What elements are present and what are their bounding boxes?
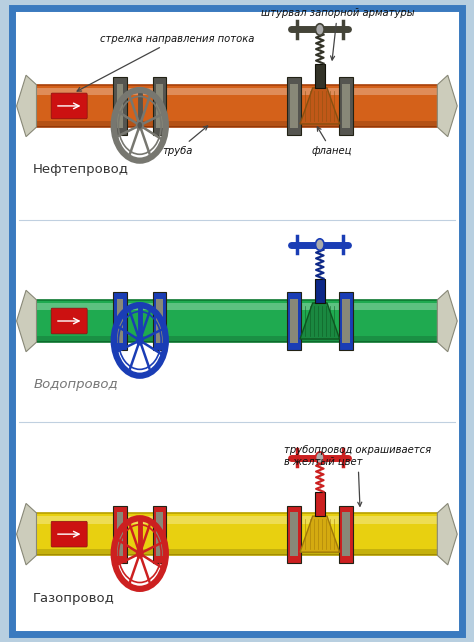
Bar [26,88,448,96]
Circle shape [316,239,324,250]
Bar [153,505,166,563]
Bar [117,512,123,557]
Bar [113,505,127,563]
Bar [26,549,448,555]
Polygon shape [300,303,340,339]
Bar [153,292,166,350]
Bar [26,300,448,342]
Polygon shape [438,75,457,137]
Bar [287,505,301,563]
Bar [26,85,448,127]
Bar [26,121,448,127]
Bar [156,299,163,343]
Text: труба: труба [163,126,208,156]
Text: штурвал запорной арматуры: штурвал запорной арматуры [261,8,414,60]
Bar [287,292,301,350]
Bar [26,336,448,342]
Bar [26,516,448,524]
Bar [117,299,123,343]
Text: стрелка направления потока: стрелка направления потока [77,33,254,91]
Polygon shape [17,503,36,565]
Text: фланец: фланец [311,127,352,156]
Bar [339,77,353,135]
Circle shape [137,550,143,558]
FancyBboxPatch shape [12,8,462,634]
Bar [117,83,123,128]
Text: Водопровод: Водопровод [33,379,118,392]
Bar [290,299,298,343]
Bar [113,77,127,135]
Polygon shape [438,503,457,565]
Bar [290,512,298,557]
Bar [339,292,353,350]
Polygon shape [17,75,36,137]
Text: трубопровод окрашивается
в желтый цвет: трубопровод окрашивается в желтый цвет [284,445,431,507]
FancyBboxPatch shape [51,93,87,119]
Bar [342,512,350,557]
Polygon shape [438,290,457,352]
Circle shape [137,336,143,345]
Bar [26,303,448,311]
Bar [315,492,325,516]
Polygon shape [300,516,340,552]
Bar [153,77,166,135]
Bar [342,299,350,343]
Bar [113,292,127,350]
Polygon shape [17,290,36,352]
Circle shape [316,452,324,464]
Bar [315,64,325,88]
Bar [26,513,448,555]
Circle shape [316,24,324,35]
Bar [342,83,350,128]
FancyBboxPatch shape [51,521,87,547]
Bar [287,77,301,135]
Polygon shape [300,88,340,124]
Bar [290,83,298,128]
Bar [156,83,163,128]
Text: Нефтепровод: Нефтепровод [33,164,129,177]
Circle shape [137,121,143,130]
Text: Газопровод: Газопровод [33,592,115,605]
Bar [156,512,163,557]
FancyBboxPatch shape [51,308,87,334]
Bar [339,505,353,563]
Bar [315,279,325,303]
